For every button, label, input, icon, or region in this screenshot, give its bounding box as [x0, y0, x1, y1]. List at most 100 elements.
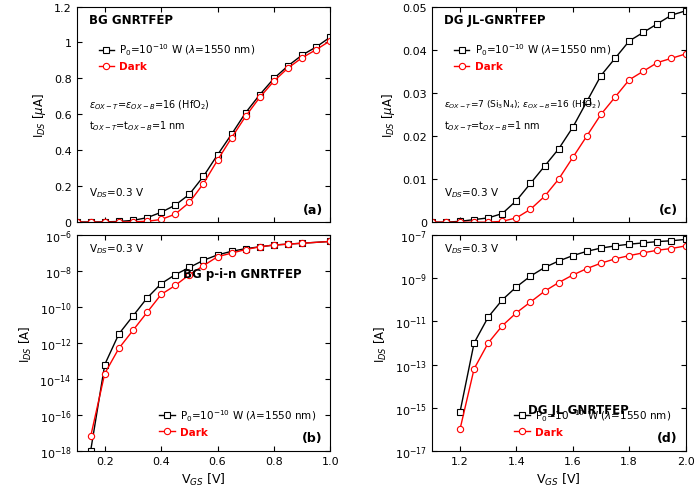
Y-axis label: I$_{DS}$ [$\mu$A]: I$_{DS}$ [$\mu$A]	[31, 93, 49, 138]
P$_0$=10$^{-10}$ W ($\lambda$=1550 nm)	[86, 448, 95, 454]
Line: Dark: Dark	[457, 243, 688, 432]
P$_0$=10$^{-10}$ W ($\lambda$=1550 nm)	[470, 340, 478, 346]
Legend: P$_0$=10$^{-10}$ W ($\lambda$=1550 nm), Dark: P$_0$=10$^{-10}$ W ($\lambda$=1550 nm), …	[95, 39, 260, 76]
P$_0$=10$^{-10}$ W ($\lambda$=1550 nm)	[72, 219, 81, 225]
Dark	[143, 310, 151, 316]
Text: $\varepsilon$$_{OX-T}$=$\varepsilon$$_{OX-B}$=16 (HfO$_2$): $\varepsilon$$_{OX-T}$=$\varepsilon$$_{O…	[89, 98, 210, 112]
Dark	[101, 371, 109, 377]
Dark	[214, 158, 222, 164]
P$_0$=10$^{-10}$ W ($\lambda$=1550 nm)	[270, 242, 278, 248]
Dark	[298, 56, 306, 62]
Dark	[555, 280, 563, 286]
P$_0$=10$^{-10}$ W ($\lambda$=1550 nm)	[611, 243, 619, 249]
P$_0$=10$^{-10}$ W ($\lambda$=1550 nm)	[583, 99, 591, 105]
Text: DG JL GNRTFEP: DG JL GNRTFEP	[528, 403, 629, 416]
Text: BG p-i-n GNRTFEP: BG p-i-n GNRTFEP	[183, 268, 302, 281]
Line: Dark: Dark	[74, 39, 333, 226]
Dark	[569, 273, 577, 279]
P$_0$=10$^{-10}$ W ($\lambda$=1550 nm)	[143, 296, 151, 302]
P$_0$=10$^{-10}$ W ($\lambda$=1550 nm)	[484, 215, 492, 221]
Text: $\varepsilon$$_{OX-T}$=7 (Si$_3$N$_4$); $\varepsilon$$_{OX-B}$=16 (HfO$_2$): $\varepsilon$$_{OX-T}$=7 (Si$_3$N$_4$); …	[445, 98, 601, 110]
Dark	[228, 135, 236, 141]
Text: BG GNRTFEP: BG GNRTFEP	[89, 14, 173, 27]
Dark	[86, 433, 95, 439]
Dark	[427, 220, 436, 226]
Text: V$_{DS}$=0.3 V: V$_{DS}$=0.3 V	[89, 242, 145, 256]
Dark	[653, 61, 661, 67]
Dark	[653, 247, 661, 254]
P$_0$=10$^{-10}$ W ($\lambda$=1550 nm)	[596, 245, 605, 252]
Dark	[284, 66, 292, 72]
P$_0$=10$^{-10}$ W ($\lambda$=1550 nm)	[157, 210, 166, 216]
P$_0$=10$^{-10}$ W ($\lambda$=1550 nm)	[540, 265, 548, 271]
P$_0$=10$^{-10}$ W ($\lambda$=1550 nm)	[596, 73, 605, 79]
P$_0$=10$^{-10}$ W ($\lambda$=1550 nm)	[555, 259, 563, 265]
Legend: P$_0$=10$^{-10}$ W ($\lambda$=1550 nm), Dark: P$_0$=10$^{-10}$ W ($\lambda$=1550 nm), …	[450, 39, 615, 76]
Dark	[470, 220, 478, 226]
Dark	[157, 217, 166, 223]
Dark	[326, 39, 335, 45]
P$_0$=10$^{-10}$ W ($\lambda$=1550 nm)	[512, 198, 521, 204]
Dark	[470, 366, 478, 372]
Line: P$_0$=10$^{-10}$ W ($\lambda$=1550 nm): P$_0$=10$^{-10}$ W ($\lambda$=1550 nm)	[429, 9, 688, 226]
P$_0$=10$^{-10}$ W ($\lambda$=1550 nm)	[86, 219, 95, 225]
Dark	[611, 257, 619, 263]
Dark	[667, 56, 676, 62]
Text: DG JL-GNRTFEP: DG JL-GNRTFEP	[445, 14, 546, 27]
Dark	[498, 323, 507, 329]
Dark	[583, 134, 591, 140]
Line: Dark: Dark	[88, 239, 333, 440]
P$_0$=10$^{-10}$ W ($\lambda$=1550 nm)	[653, 239, 661, 245]
P$_0$=10$^{-10}$ W ($\lambda$=1550 nm)	[667, 238, 676, 244]
Dark	[312, 48, 320, 54]
Text: V$_{DS}$=0.3 V: V$_{DS}$=0.3 V	[445, 242, 500, 256]
Dark	[667, 246, 676, 252]
X-axis label: V$_{GS}$ [V]: V$_{GS}$ [V]	[181, 471, 226, 487]
Dark	[129, 328, 137, 334]
P$_0$=10$^{-10}$ W ($\lambda$=1550 nm)	[498, 211, 507, 217]
P$_0$=10$^{-10}$ W ($\lambda$=1550 nm)	[199, 258, 207, 264]
Text: (a): (a)	[303, 203, 323, 216]
P$_0$=10$^{-10}$ W ($\lambda$=1550 nm)	[639, 31, 647, 37]
X-axis label: V$_{GS}$ [V]: V$_{GS}$ [V]	[537, 471, 581, 487]
Dark	[185, 272, 193, 278]
P$_0$=10$^{-10}$ W ($\lambda$=1550 nm)	[611, 56, 619, 62]
Text: t$_{OX-T}$=t$_{OX-B}$=1 nm: t$_{OX-T}$=t$_{OX-B}$=1 nm	[89, 119, 186, 133]
Dark	[526, 207, 535, 213]
P$_0$=10$^{-10}$ W ($\lambda$=1550 nm)	[129, 218, 137, 224]
Line: P$_0$=10$^{-10}$ W ($\lambda$=1550 nm): P$_0$=10$^{-10}$ W ($\lambda$=1550 nm)	[457, 237, 688, 415]
P$_0$=10$^{-10}$ W ($\lambda$=1550 nm)	[143, 215, 151, 221]
Text: (c): (c)	[659, 203, 678, 216]
Dark	[101, 220, 109, 226]
P$_0$=10$^{-10}$ W ($\lambda$=1550 nm)	[228, 249, 236, 255]
Dark	[456, 426, 464, 432]
Dark	[442, 220, 450, 226]
Dark	[171, 212, 180, 218]
Dark	[639, 69, 647, 75]
P$_0$=10$^{-10}$ W ($\lambda$=1550 nm)	[270, 76, 278, 82]
Dark	[157, 292, 166, 298]
Y-axis label: I$_{DS}$ [A]: I$_{DS}$ [A]	[373, 325, 389, 362]
Text: V$_{DS}$=0.3 V: V$_{DS}$=0.3 V	[89, 186, 145, 200]
Dark	[115, 219, 123, 225]
P$_0$=10$^{-10}$ W ($\lambda$=1550 nm)	[242, 246, 250, 252]
Dark	[681, 52, 690, 58]
Dark	[185, 200, 193, 206]
Line: P$_0$=10$^{-10}$ W ($\lambda$=1550 nm): P$_0$=10$^{-10}$ W ($\lambda$=1550 nm)	[74, 35, 333, 225]
Dark	[569, 155, 577, 161]
Dark	[526, 300, 535, 306]
P$_0$=10$^{-10}$ W ($\lambda$=1550 nm)	[667, 13, 676, 19]
P$_0$=10$^{-10}$ W ($\lambda$=1550 nm)	[498, 297, 507, 303]
Dark	[86, 220, 95, 226]
P$_0$=10$^{-10}$ W ($\lambda$=1550 nm)	[284, 64, 292, 70]
P$_0$=10$^{-10}$ W ($\lambda$=1550 nm)	[242, 110, 250, 116]
P$_0$=10$^{-10}$ W ($\lambda$=1550 nm)	[284, 241, 292, 247]
P$_0$=10$^{-10}$ W ($\lambda$=1550 nm)	[569, 125, 577, 131]
Dark	[270, 79, 278, 85]
P$_0$=10$^{-10}$ W ($\lambda$=1550 nm)	[326, 239, 335, 245]
Dark	[596, 112, 605, 118]
Dark	[214, 254, 222, 260]
Text: (d): (d)	[657, 431, 678, 444]
P$_0$=10$^{-10}$ W ($\lambda$=1550 nm)	[214, 253, 222, 259]
P$_0$=10$^{-10}$ W ($\lambda$=1550 nm)	[442, 220, 450, 226]
